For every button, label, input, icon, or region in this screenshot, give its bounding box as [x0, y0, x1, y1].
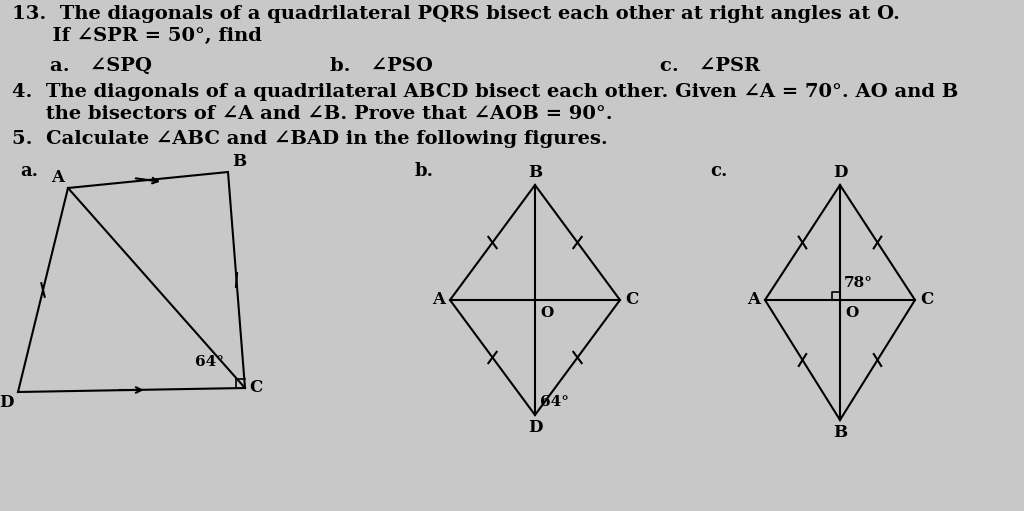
Text: C: C	[625, 291, 638, 309]
Text: a.   ∠SPQ: a. ∠SPQ	[50, 57, 152, 75]
Text: 4.  The diagonals of a quadrilateral ABCD bisect each other. Given ∠A = 70°. AO : 4. The diagonals of a quadrilateral ABCD…	[12, 83, 958, 101]
Text: B: B	[232, 153, 246, 170]
Text: 5.  Calculate ∠ABC and ∠BAD in the following figures.: 5. Calculate ∠ABC and ∠BAD in the follow…	[12, 130, 608, 148]
Text: A: A	[51, 169, 63, 186]
Text: A: A	[432, 291, 445, 309]
Text: 64°: 64°	[540, 395, 569, 409]
Text: b.: b.	[415, 162, 434, 180]
Text: 78°: 78°	[844, 276, 873, 290]
Text: C: C	[249, 380, 262, 397]
Text: If ∠SPR = 50°, find: If ∠SPR = 50°, find	[12, 27, 262, 45]
Text: B: B	[528, 164, 542, 181]
Text: the bisectors of ∠A and ∠B. Prove that ∠AOB = 90°.: the bisectors of ∠A and ∠B. Prove that ∠…	[12, 105, 612, 123]
Text: D: D	[0, 394, 14, 411]
Text: c.: c.	[710, 162, 727, 180]
Text: D: D	[833, 164, 847, 181]
Text: b.   ∠PSO: b. ∠PSO	[330, 57, 433, 75]
Text: a.: a.	[20, 162, 38, 180]
Text: B: B	[833, 424, 847, 441]
Text: D: D	[527, 419, 543, 436]
Text: O: O	[540, 306, 553, 320]
Text: c.   ∠PSR: c. ∠PSR	[660, 57, 760, 75]
Text: O: O	[845, 306, 858, 320]
Text: C: C	[920, 291, 933, 309]
Text: 13.  The diagonals of a quadrilateral PQRS bisect each other at right angles at : 13. The diagonals of a quadrilateral PQR…	[12, 5, 900, 23]
Text: A: A	[746, 291, 760, 309]
Text: 64°: 64°	[195, 355, 224, 369]
